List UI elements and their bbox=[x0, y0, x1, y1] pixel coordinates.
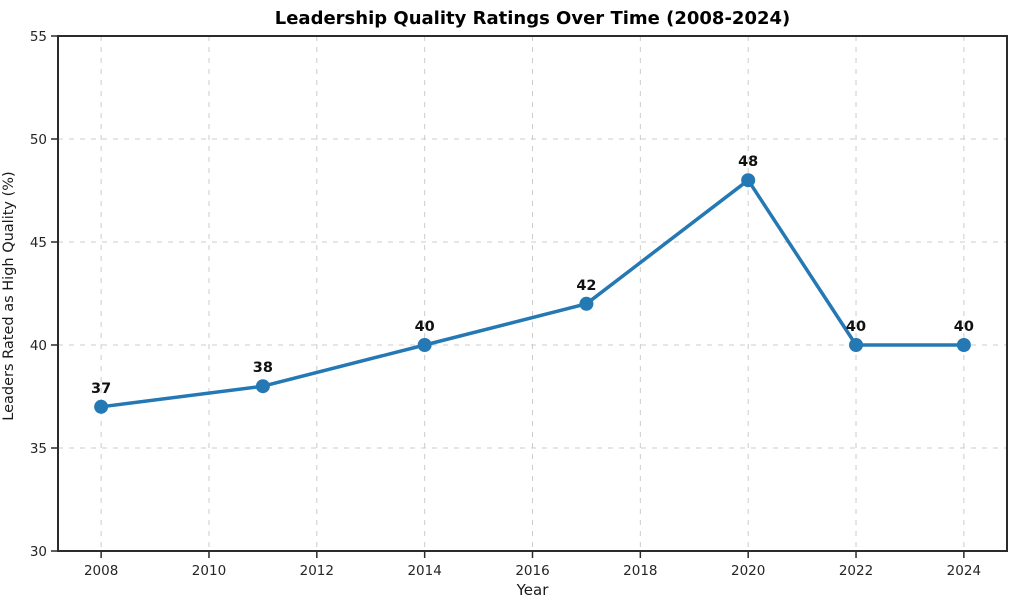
x-tick-label: 2022 bbox=[839, 563, 873, 579]
plot-frame bbox=[57, 35, 1008, 552]
x-tick-label: 2014 bbox=[407, 563, 441, 579]
chart-title: Leadership Quality Ratings Over Time (20… bbox=[274, 8, 791, 29]
x-tick-label: 2016 bbox=[515, 563, 549, 579]
y-tick-label: 50 bbox=[30, 132, 47, 148]
y-tick-label: 55 bbox=[30, 29, 47, 45]
data-point-label: 42 bbox=[576, 278, 596, 294]
data-point-label: 40 bbox=[954, 319, 974, 335]
data-point bbox=[849, 338, 864, 352]
data-point-label: 37 bbox=[91, 381, 111, 397]
y-tick-label: 35 bbox=[30, 441, 47, 457]
data-point bbox=[956, 338, 971, 352]
x-tick-label: 2012 bbox=[300, 563, 334, 579]
x-axis-label: Year bbox=[516, 581, 549, 599]
data-point bbox=[255, 379, 270, 394]
x-tick-label: 2010 bbox=[192, 563, 226, 579]
data-point-label: 40 bbox=[415, 319, 435, 335]
y-tick-label: 30 bbox=[30, 544, 47, 560]
x-tick-label: 2024 bbox=[947, 563, 981, 579]
data-point bbox=[741, 173, 756, 188]
y-tick-label: 40 bbox=[30, 338, 47, 354]
data-point bbox=[94, 399, 109, 414]
data-point bbox=[579, 296, 594, 311]
x-tick-label: 2018 bbox=[623, 563, 657, 579]
y-tick-label: 45 bbox=[30, 235, 47, 251]
data-point bbox=[417, 338, 432, 352]
data-point-label: 40 bbox=[846, 319, 866, 335]
data-point-label: 38 bbox=[253, 360, 273, 376]
x-tick-label: 2008 bbox=[84, 563, 118, 579]
x-tick-label: 2020 bbox=[731, 563, 765, 579]
y-axis-label-text: Leaders Rated as High Quality (%) bbox=[1, 171, 17, 421]
data-point-label: 48 bbox=[738, 154, 758, 170]
